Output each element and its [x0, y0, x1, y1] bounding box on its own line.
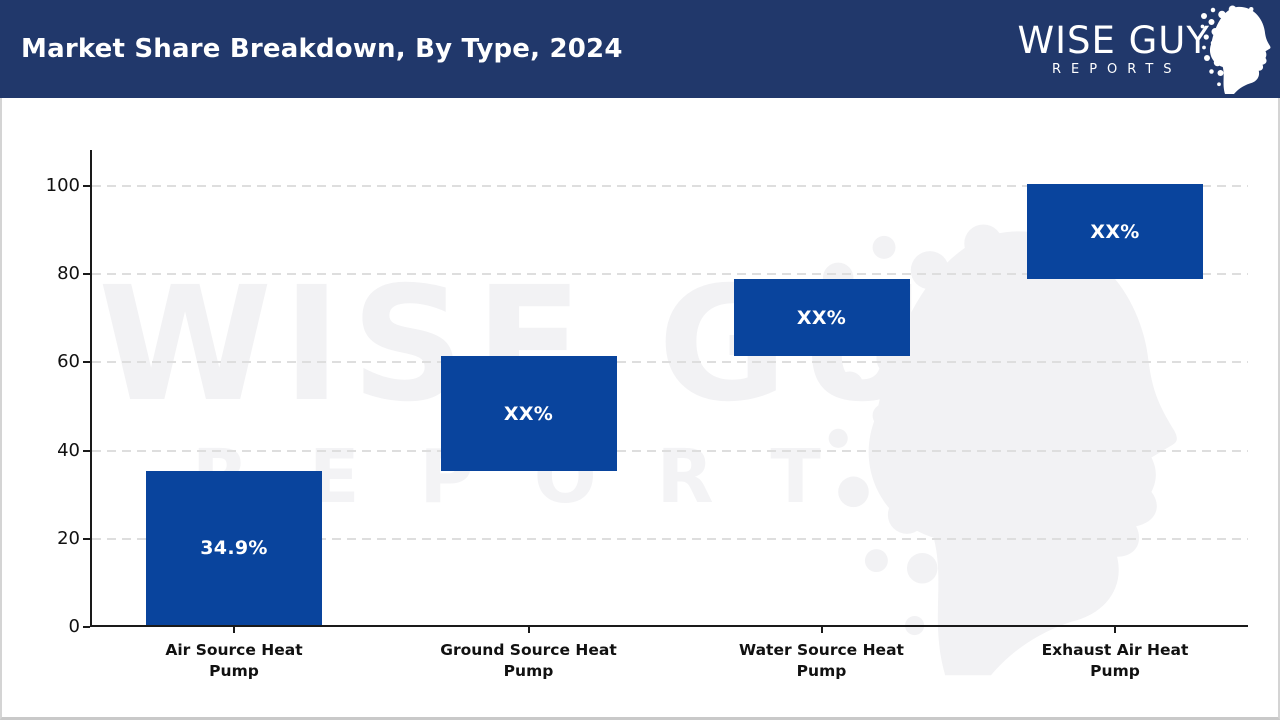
gridline-40	[92, 449, 1248, 452]
x-axis-label-line: Pump	[796, 661, 847, 680]
x-tick-mark-air-source-heat-pump	[233, 627, 235, 633]
y-tick-label-100: 100	[45, 175, 80, 197]
x-axis-label-line: Air Source Heat	[165, 641, 303, 659]
y-tick-mark-60	[83, 361, 90, 364]
y-tick-label-60: 60	[57, 351, 80, 373]
bar-exhaust-air-heat-pump: XX%	[1027, 184, 1203, 279]
y-tick-mark-20	[83, 537, 90, 540]
x-axis-label-line: Ground Source Heat	[440, 641, 617, 659]
bar-air-source-heat-pump: 34.9%	[146, 471, 322, 625]
y-tick-mark-0	[83, 626, 90, 628]
x-axis-label-line: Exhaust Air Heat	[1041, 641, 1189, 659]
y-tick-mark-40	[83, 449, 90, 452]
gridline-60	[92, 361, 1248, 364]
y-tick-mark-100	[83, 185, 90, 188]
logo-subtext: REPORTS	[1051, 61, 1182, 77]
x-axis-label-line: Pump	[1090, 661, 1140, 680]
gridline-20	[92, 537, 1248, 540]
y-tick-mark-80	[83, 273, 90, 276]
bar-ground-source-heat-pump: XX%	[440, 356, 617, 472]
header-bar: Market Share Breakdown, By Type, 2024 WI…	[0, 0, 1280, 98]
x-axis-label-ground-source-heat-pump: Ground Source Heat Pump	[404, 640, 654, 682]
logo-wordmark: WISE GUY	[1017, 18, 1210, 62]
x-tick-mark-water-source-heat-pump	[820, 627, 823, 633]
x-axis-label-water-source-heat-pump: Water Source Heat Pump	[697, 640, 947, 682]
wise-guy-logo: WISE GUY REPORTS	[1018, 4, 1280, 94]
y-tick-label-40: 40	[57, 439, 80, 461]
x-axis-label-line: Pump	[503, 661, 554, 680]
gridline-100	[92, 185, 1248, 188]
x-axis-label-line: Water Source Heat	[739, 641, 904, 659]
x-tick-mark-ground-source-heat-pump	[527, 627, 530, 633]
page-title: Market Share Breakdown, By Type, 2024	[21, 34, 623, 64]
y-tick-label-20: 20	[57, 527, 80, 549]
bar-water-source-heat-pump: XX%	[733, 278, 910, 357]
bar-value-label: XX%	[1090, 220, 1140, 243]
bar-value-label: 34.9%	[200, 537, 268, 560]
chart-canvas: WISE GUY REPORTS 0 20 40 60 80 100 34.9% Air So…	[0, 98, 1280, 720]
x-axis-label-air-source-heat-pump: Air Source Heat Pump	[109, 640, 359, 682]
y-tick-label-0: 0	[68, 616, 80, 637]
waterfall-chart: 0 20 40 60 80 100 34.9% Air Source Heat Pump XX% G…	[46, 150, 1248, 680]
bar-value-label: XX%	[503, 402, 554, 425]
x-axis-label-line: Pump	[209, 661, 259, 680]
y-tick-label-80: 80	[57, 263, 80, 285]
bar-value-label: XX%	[796, 306, 847, 329]
logo-text: WISE GUY REPORTS	[1018, 22, 1210, 77]
gridline-80	[92, 273, 1248, 276]
x-tick-mark-exhaust-air-heat-pump	[1114, 627, 1116, 633]
x-axis-label-exhaust-air-heat-pump: Exhaust Air Heat Pump	[990, 640, 1240, 682]
